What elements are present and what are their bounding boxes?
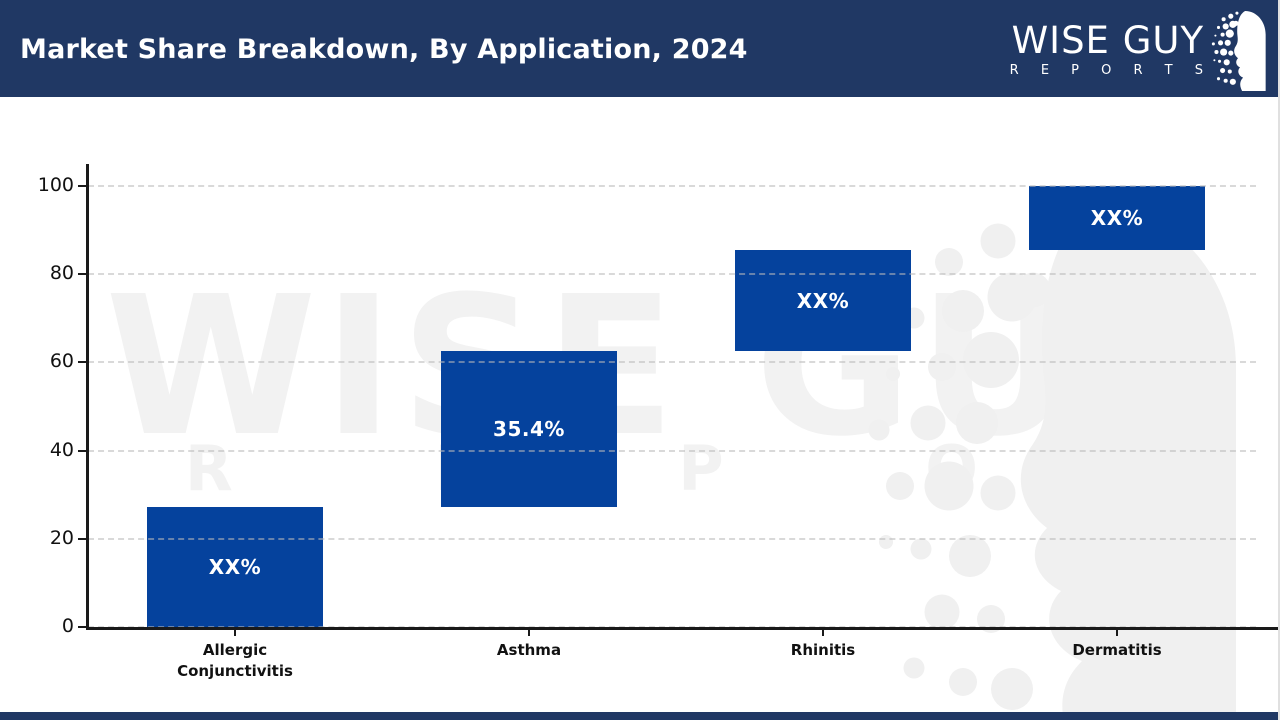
logo-wiseguy-text: WISE GUY — [1011, 19, 1205, 62]
y-axis-tick-mark — [78, 361, 87, 364]
bar-rhinitis: XX% — [735, 250, 911, 351]
gridline-100 — [88, 185, 1256, 188]
gridline-60 — [88, 361, 1256, 364]
bar-allergic-conjunctivitis: XX% — [147, 507, 323, 627]
bar-value-label: XX% — [1090, 206, 1144, 231]
bar-value-label: XX% — [796, 288, 850, 313]
y-axis-tick-mark — [78, 449, 87, 452]
logo-reports-text: R E P O R T S — [1009, 63, 1212, 78]
x-axis-tick-mark — [1116, 630, 1118, 636]
wiseguy-logo: WISE GUY R E P O R T S — [1004, 6, 1270, 94]
y-axis-tick-label: 80 — [49, 262, 74, 285]
x-axis-tick-mark — [234, 630, 236, 636]
x-axis-tick-mark — [822, 630, 824, 636]
x-axis-category-label: Asthma — [496, 641, 562, 659]
y-axis-tick-label: 40 — [49, 438, 74, 461]
bar-value-label: 35.4% — [493, 417, 565, 441]
bar-dermatitis: XX% — [1029, 186, 1205, 250]
header-bar: Market Share Breakdown, By Application, … — [0, 0, 1278, 97]
bar-value-label: XX% — [208, 555, 262, 580]
y-axis-tick-label: 60 — [49, 350, 74, 373]
footer-bar — [0, 712, 1278, 720]
x-axis-category-label: Rhinitis — [790, 641, 856, 659]
wiseguy-face-logo-icon — [1211, 11, 1266, 91]
gridline-80 — [88, 273, 1256, 276]
y-axis-tick-mark — [78, 537, 87, 540]
y-axis-tick-mark — [78, 626, 87, 628]
y-axis-line — [86, 164, 89, 630]
y-axis-tick-label: 20 — [49, 526, 74, 549]
y-axis-tick-label: 100 — [37, 174, 74, 197]
x-axis-category-label: Allergic Conjunctivitis — [177, 641, 293, 680]
gridline-40 — [88, 449, 1256, 452]
y-axis-tick-mark — [78, 273, 87, 276]
x-axis-line — [86, 627, 1278, 630]
x-axis-tick-mark — [528, 630, 530, 636]
y-axis-tick-mark — [78, 185, 87, 188]
y-axis-tick-label: 0 — [61, 615, 74, 637]
page-title: Market Share Breakdown, By Application, … — [20, 34, 748, 65]
gridline-20 — [88, 537, 1256, 540]
x-axis-category-label: Dermatitis — [1072, 641, 1162, 659]
bar-asthma: 35.4% — [441, 350, 617, 508]
